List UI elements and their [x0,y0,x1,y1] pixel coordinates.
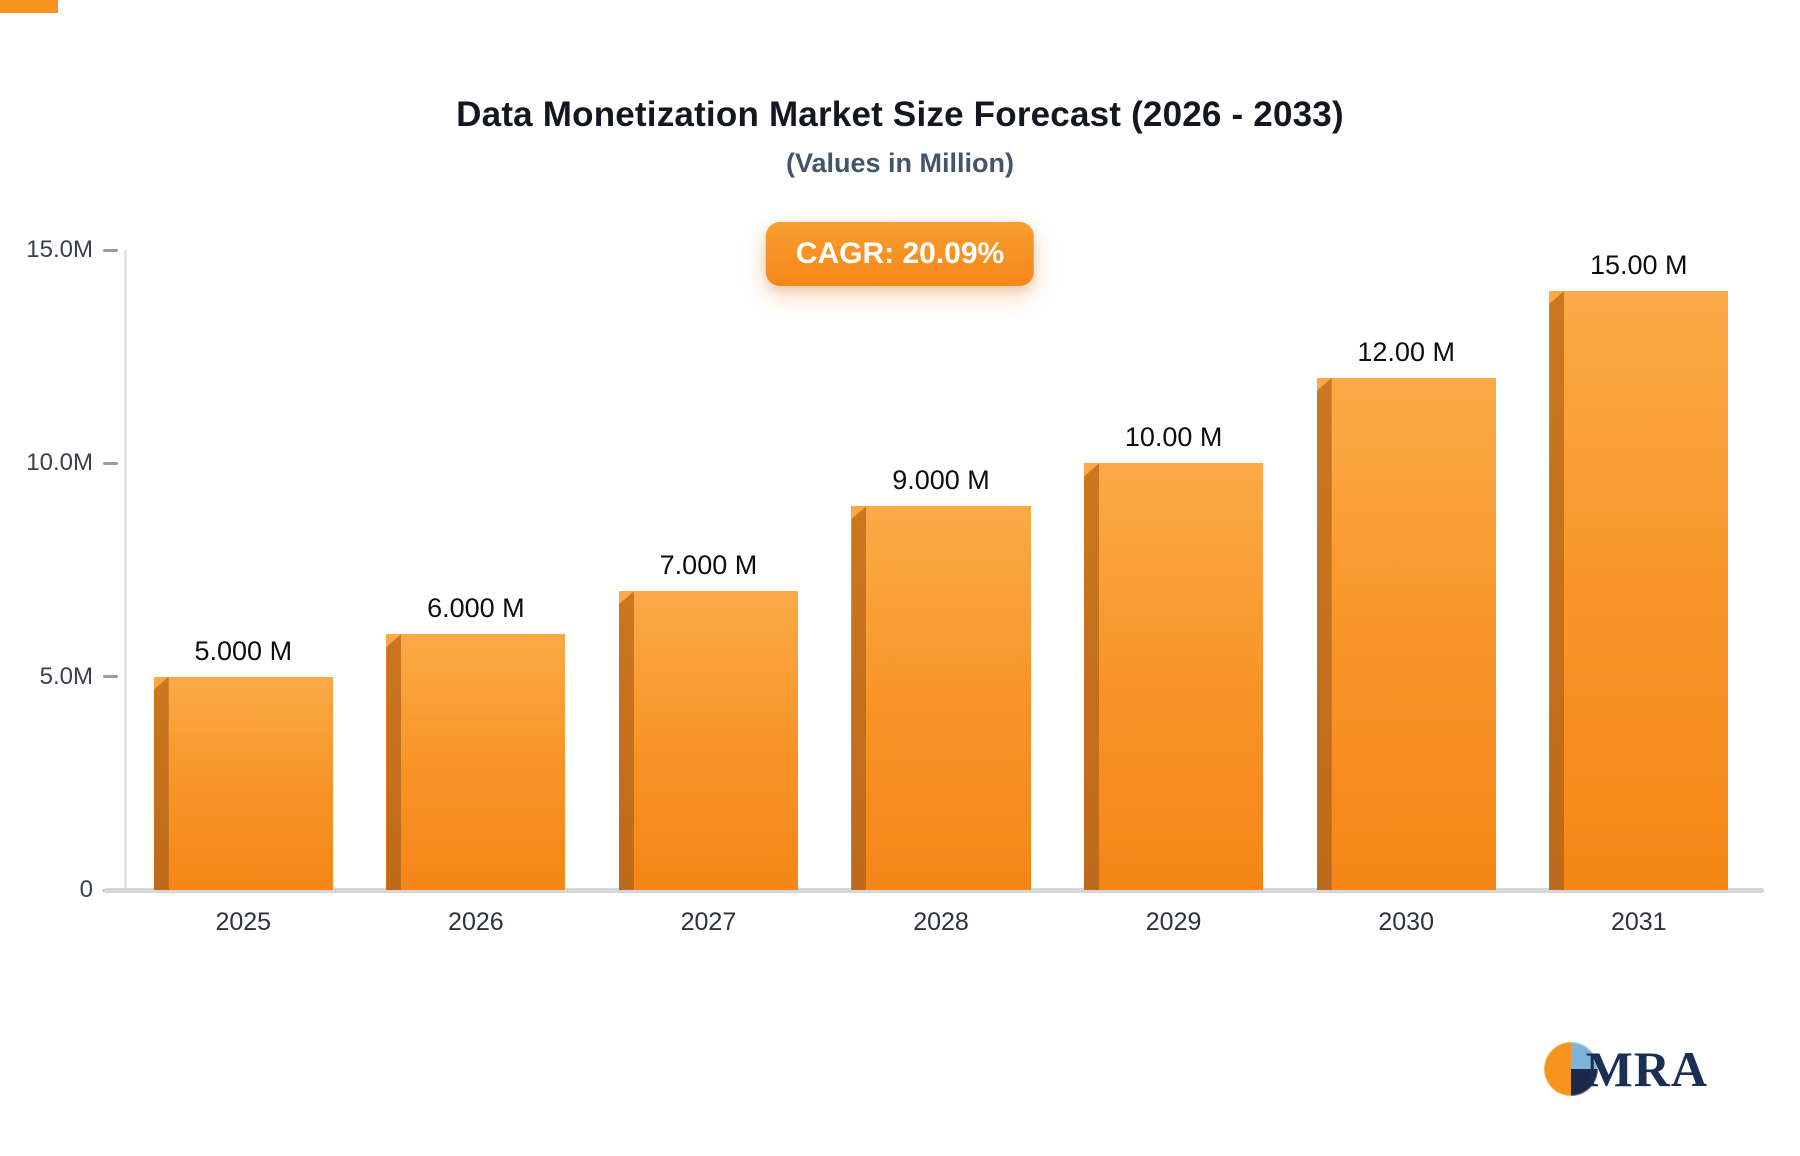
bar-value-label: 5.000 M [194,635,293,666]
bar [618,591,798,890]
bar-side-shade [1084,463,1100,890]
y-tick-mark [103,461,118,465]
chart-title: Data Monetization Market Size Forecast (… [456,95,1344,134]
chart-subtitle: (Values in Million) [785,148,1015,178]
bar-side-shade [618,591,634,890]
bar-group: 10.00 M [1057,250,1290,890]
bar-side-shade [1549,291,1565,890]
bar-value-label: 7.000 M [659,550,758,581]
x-axis-label: 2029 [1145,908,1202,936]
y-tick-mark [103,248,118,252]
y-tick-label: 5.0M [39,662,93,690]
y-tick-mark [103,675,118,679]
cagr-badge: CAGR: 20.09% [765,222,1035,286]
y-tick-label: 0 [79,876,93,903]
x-axis-label: 2025 [215,908,272,936]
bar-value-label: 6.000 M [427,593,525,623]
y-tick: 10.0M [23,449,118,477]
bar-group: 6.000 M [360,250,593,890]
bar-value-label: 10.00 M [1124,422,1223,453]
brand-logo: MRA [1543,1040,1708,1098]
bar [1549,291,1729,890]
corner-accent [0,0,58,13]
bar [153,676,333,890]
y-tick: 15.0M [23,236,118,264]
y-axis-line [124,250,127,890]
x-axis-baseline [104,888,1764,893]
bar-side-shade [1316,378,1332,890]
bar [1316,378,1496,890]
bar-group: 5.000 M [127,250,360,890]
bar-group: 15.00 M [1522,250,1755,890]
brand-logo-text: MRA [1585,1041,1708,1097]
x-axis-label: 2028 [913,908,969,936]
bar-side-shade [386,634,402,890]
bar-group: 9.000 M [825,250,1058,890]
bar-side-shade [851,506,867,890]
bar [1084,463,1264,890]
bar [386,634,566,890]
bar-group: 7.000 M [592,250,825,890]
x-axis-label: 2030 [1378,908,1434,936]
plot-area: 5.000 M 6.000 M 7.000 M 9.000 M 10.00 M 12.00… [127,250,1755,890]
x-axis-labels: 2025 2026 2027 2028 2029 2030 2031 [127,908,1755,937]
bar-group: 12.00 M [1290,250,1523,890]
x-axis-label: 2026 [448,908,504,936]
y-tick-label: 15.0M [26,236,93,263]
bar-value-label: 15.00 M [1589,250,1688,280]
bar [851,506,1031,890]
bar-value-label: 9.000 M [892,465,990,495]
x-axis-label: 2031 [1610,908,1667,936]
bar-value-label: 12.00 M [1357,337,1455,367]
y-tick: 5.0M [23,663,118,691]
bar-side-shade [153,676,169,890]
y-tick-label: 10.0M [26,449,93,477]
x-axis-label: 2027 [680,908,737,936]
pie-logo-icon [1543,1042,1598,1096]
y-axis: 15.0M 10.0M 5.0M 0 [0,236,118,903]
